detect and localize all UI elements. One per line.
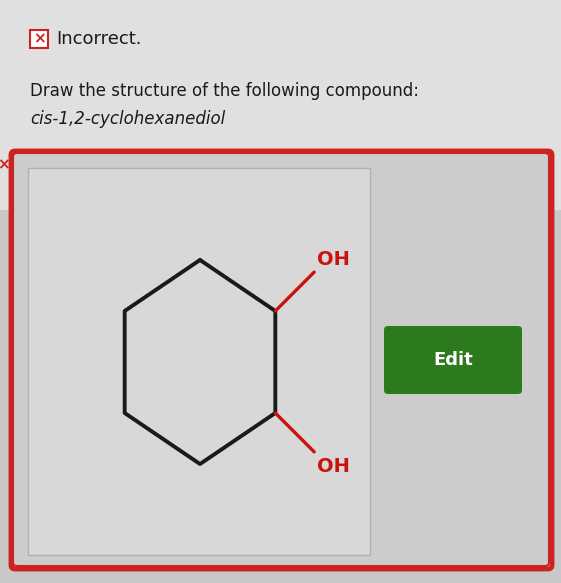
Text: ×: ×	[33, 31, 45, 47]
FancyBboxPatch shape	[384, 326, 522, 394]
Bar	[30, 30, 48, 48]
Bar	[0, 0, 561, 210]
Text: OH: OH	[317, 250, 350, 269]
Text: Edit: Edit	[433, 351, 473, 369]
Text: OH: OH	[317, 457, 350, 476]
Text: cis-1,2-cyclohexanediol: cis-1,2-cyclohexanediol	[30, 110, 226, 128]
Text: Incorrect.: Incorrect.	[56, 30, 141, 48]
Bar	[28, 168, 370, 555]
Text: Draw the structure of the following compound:: Draw the structure of the following comp…	[30, 82, 419, 100]
FancyBboxPatch shape	[11, 151, 552, 569]
Text: ×: ×	[0, 157, 10, 172]
